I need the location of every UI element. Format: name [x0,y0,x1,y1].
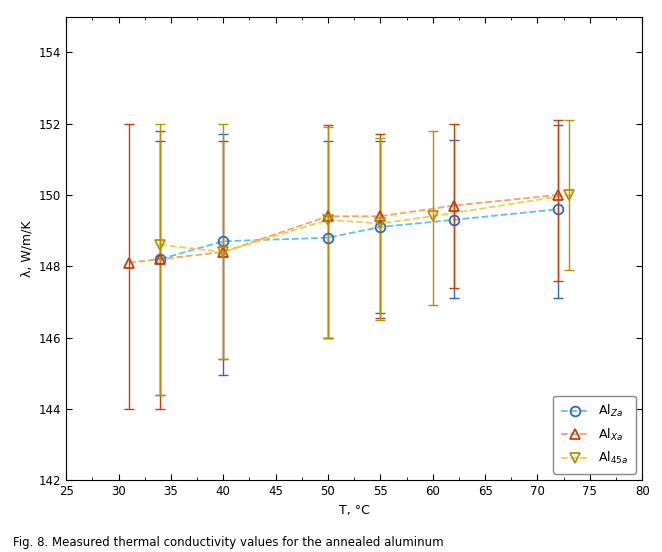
Y-axis label: λ, W/m/K: λ, W/m/K [21,220,33,277]
X-axis label: T, °C: T, °C [339,503,369,517]
Text: Fig. 8. Measured thermal conductivity values for the annealed aluminum: Fig. 8. Measured thermal conductivity va… [13,536,444,549]
Legend: Al$_{Za}$, Al$_{Xa}$, Al$_{45a}$: Al$_{Za}$, Al$_{Xa}$, Al$_{45a}$ [553,396,636,474]
